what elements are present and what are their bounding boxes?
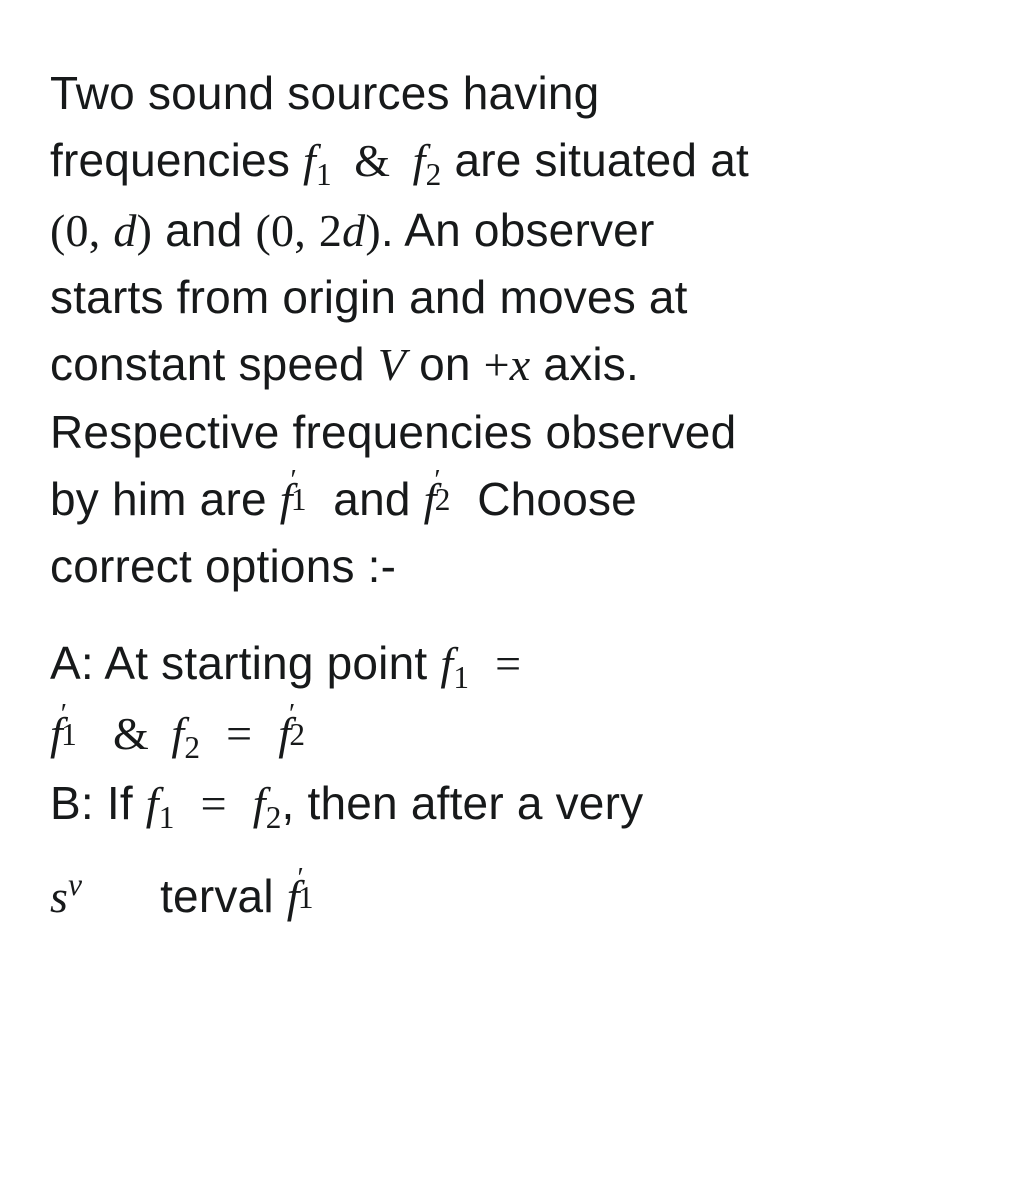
sub-1: 1 [453, 660, 469, 695]
text: by him are [50, 473, 280, 525]
sub-1: 1 [159, 800, 175, 835]
sub-2: 2 [184, 730, 200, 765]
sub-2: 2 [435, 477, 451, 522]
nu-sup: ν [68, 867, 82, 902]
eq: = [226, 708, 252, 759]
text: , then after a very [282, 777, 644, 829]
text: on [419, 338, 484, 390]
option-label-a: A: [50, 637, 94, 689]
amp: & [113, 708, 149, 759]
text: axis. [543, 338, 639, 390]
text: frequencies [50, 134, 303, 186]
sub-1: 1 [316, 156, 332, 191]
sub-2: 2 [426, 156, 442, 191]
text: constant speed [50, 338, 378, 390]
plus: + [484, 339, 510, 390]
lparen: ( [255, 205, 271, 256]
text: At starting point [94, 637, 440, 689]
d: d [113, 205, 136, 256]
q-line-3: (0, d) and (0, 2d). An observer [50, 197, 974, 265]
stack-2p: ′2 [437, 469, 465, 515]
rparen: ) [365, 205, 381, 256]
q-line-7: by him are f′1 and f′2 Choose [50, 466, 974, 534]
s: s [50, 871, 68, 922]
stack-1p: ′1 [63, 703, 91, 749]
sub-1: 1 [291, 477, 307, 522]
text: and [333, 473, 423, 525]
eq: = [495, 638, 521, 689]
option-a-line1: A: At starting point f1 = [50, 630, 974, 700]
text: Choose [477, 473, 637, 525]
sub-1: 1 [61, 712, 77, 757]
stack-1p: ′1 [300, 866, 328, 912]
sp [104, 708, 113, 759]
option-label-b: B: [50, 777, 94, 829]
q-line-5: constant speed V on +x axis. [50, 331, 974, 399]
math-f1: f [303, 135, 316, 186]
q-line-2: frequencies f1 & f2 are situated at [50, 127, 974, 197]
q-line-6: Respective frequencies observed [50, 399, 974, 466]
lparen: ( [50, 205, 66, 256]
sub-2: 2 [289, 712, 305, 757]
q-line-4: starts from origin and moves at [50, 264, 974, 331]
zero: 0 [271, 205, 294, 256]
d: d [342, 205, 365, 256]
sub-1: 1 [298, 875, 314, 920]
text: terval [160, 870, 287, 922]
option-b-line1: B: If f1 = f2, then after a very [50, 770, 974, 840]
text: and [165, 204, 255, 256]
rparen: ) [137, 205, 153, 256]
sp [149, 708, 158, 759]
question-page: Two sound sources having frequencies f1 … [0, 0, 1024, 971]
two: 2 [319, 205, 342, 256]
sub-2: 2 [266, 800, 282, 835]
sp [390, 135, 399, 186]
comma: , [294, 205, 306, 256]
x: x [510, 339, 531, 390]
zero: 0 [66, 205, 89, 256]
eq: = [201, 778, 227, 829]
math-f2: f [413, 135, 426, 186]
stack-2p: ′2 [291, 703, 319, 749]
q-line-8: correct options :- [50, 533, 974, 600]
f1: f [146, 778, 159, 829]
stack-1p: ′1 [293, 469, 321, 515]
option-b-line2: sν terval f′1 [50, 862, 974, 931]
amp [345, 135, 354, 186]
text: are situated at [454, 134, 749, 186]
option-a-line2: f′1 & f2 = f′2 [50, 700, 974, 770]
comma: , [89, 205, 101, 256]
f1: f [440, 638, 453, 689]
f2: f [253, 778, 266, 829]
text: If [94, 777, 146, 829]
f2: f [171, 708, 184, 759]
V: V [378, 339, 406, 390]
q-line-1: Two sound sources having [50, 60, 974, 127]
text: . An observer [381, 204, 655, 256]
amp-sym: & [354, 135, 390, 186]
